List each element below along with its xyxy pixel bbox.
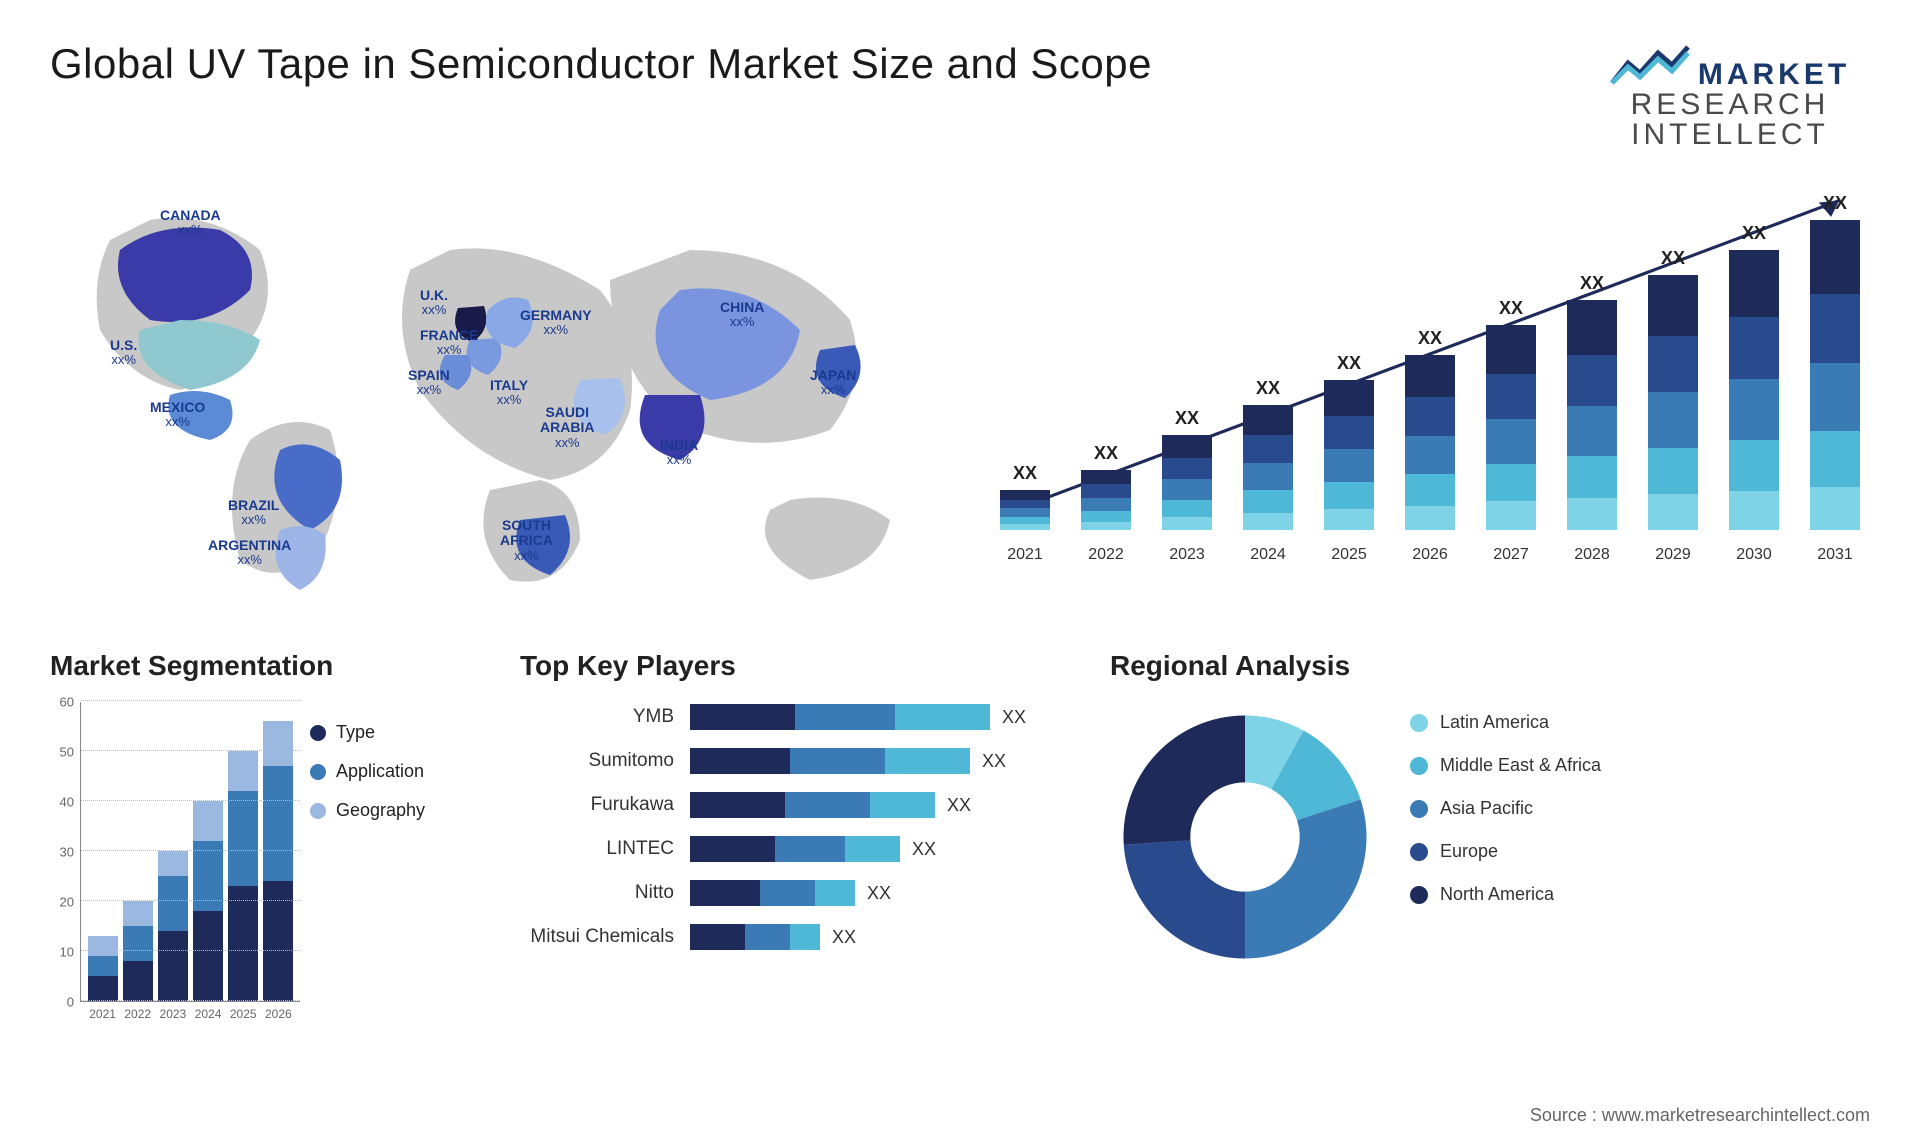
map-label-us: U.S.xx% xyxy=(110,338,137,368)
segmentation-panel: Market Segmentation 0102030405060 202120… xyxy=(50,650,490,1050)
seg-bar-2022: 2022 xyxy=(123,901,153,1001)
player-row-lintec: LINTECXX xyxy=(520,834,1080,864)
forecast-bar-2021: XX xyxy=(1000,463,1050,530)
seg-legend-type: Type xyxy=(310,722,425,743)
map-label-saudiarabia: SAUDIARABIAxx% xyxy=(540,405,594,450)
map-label-brazil: BRAZILxx% xyxy=(228,498,279,528)
forecast-year-2031: 2031 xyxy=(1810,546,1860,564)
player-row-mitsuichemicals: Mitsui ChemicalsXX xyxy=(520,922,1080,952)
forecast-bar-2025: XX xyxy=(1324,353,1374,530)
forecast-year-2022: 2022 xyxy=(1081,546,1131,564)
logo-text-1: MARKET xyxy=(1698,60,1850,90)
donut-slice-asiapacific xyxy=(1245,799,1367,958)
seg-bar-2023: 2023 xyxy=(158,851,188,1001)
forecast-bar-2030: XX xyxy=(1729,223,1779,530)
logo-text-2: RESEARCH xyxy=(1590,90,1870,120)
segmentation-title: Market Segmentation xyxy=(50,650,490,682)
players-title: Top Key Players xyxy=(520,650,1080,682)
forecast-year-2027: 2027 xyxy=(1486,546,1536,564)
donut-slice-northamerica xyxy=(1124,716,1246,845)
players-panel: Top Key Players YMBXX SumitomoXX FurukawaX… xyxy=(520,650,1080,1050)
map-label-france: FRANCExx% xyxy=(420,328,478,358)
map-label-india: INDIAxx% xyxy=(660,438,698,468)
regional-donut-chart xyxy=(1110,702,1380,972)
forecast-year-2028: 2028 xyxy=(1567,546,1617,564)
forecast-bar-2024: XX xyxy=(1243,378,1293,530)
donut-slice-europe xyxy=(1124,840,1245,958)
player-row-nitto: NittoXX xyxy=(520,878,1080,908)
map-label-spain: SPAINxx% xyxy=(408,368,450,398)
seg-bar-2021: 2021 xyxy=(88,936,118,1001)
page-title: Global UV Tape in Semiconductor Market S… xyxy=(50,40,1152,88)
forecast-year-2029: 2029 xyxy=(1648,546,1698,564)
regional-legend-latinamerica: Latin America xyxy=(1410,712,1870,733)
map-label-japan: JAPANxx% xyxy=(810,368,856,398)
regional-legend-middleeastafrica: Middle East & Africa xyxy=(1410,755,1870,776)
forecast-bar-2022: XX xyxy=(1081,443,1131,530)
forecast-bar-2029: XX xyxy=(1648,248,1698,530)
seg-bar-2024: 2024 xyxy=(193,801,223,1001)
forecast-year-2024: 2024 xyxy=(1243,546,1293,564)
seg-legend-geography: Geography xyxy=(310,800,425,821)
logo-text-3: INTELLECT xyxy=(1590,120,1870,150)
player-row-ymb: YMBXX xyxy=(520,702,1080,732)
seg-legend-application: Application xyxy=(310,761,425,782)
forecast-year-2023: 2023 xyxy=(1162,546,1212,564)
forecast-chart-panel: XXXXXXXXXXXXXXXXXXXXXX 20212022202320242… xyxy=(990,180,1870,610)
map-label-germany: GERMANYxx% xyxy=(520,308,592,338)
forecast-year-2026: 2026 xyxy=(1405,546,1455,564)
forecast-bar-2031: XX xyxy=(1810,193,1860,530)
map-label-southafrica: SOUTHAFRICAxx% xyxy=(500,518,553,563)
map-label-canada: CANADAxx% xyxy=(160,208,221,238)
forecast-year-2025: 2025 xyxy=(1324,546,1374,564)
map-label-china: CHINAxx% xyxy=(720,300,764,330)
forecast-bar-2023: XX xyxy=(1162,408,1212,530)
logo-mark-icon xyxy=(1610,40,1690,90)
world-map-panel: CANADAxx% U.S.xx% MEXICOxx% BRAZILxx% ARGENT… xyxy=(50,180,950,610)
regional-title: Regional Analysis xyxy=(1110,650,1870,682)
forecast-bar-2028: XX xyxy=(1567,273,1617,530)
regional-panel: Regional Analysis Latin America Middle Ea… xyxy=(1110,650,1870,1050)
map-label-italy: ITALYxx% xyxy=(490,378,528,408)
forecast-bar-2027: XX xyxy=(1486,298,1536,530)
regional-legend-europe: Europe xyxy=(1410,841,1870,862)
map-label-argentina: ARGENTINAxx% xyxy=(208,538,291,568)
seg-bar-2026: 2026 xyxy=(263,721,293,1001)
regional-legend-asiapacific: Asia Pacific xyxy=(1410,798,1870,819)
brand-logo: MARKET RESEARCH INTELLECT xyxy=(1590,40,1870,150)
player-row-furukawa: FurukawaXX xyxy=(520,790,1080,820)
forecast-year-2021: 2021 xyxy=(1000,546,1050,564)
source-text: Source : www.marketresearchintellect.com xyxy=(1530,1105,1870,1126)
seg-bar-2025: 2025 xyxy=(228,751,258,1001)
forecast-bar-2026: XX xyxy=(1405,328,1455,530)
map-label-mexico: MEXICOxx% xyxy=(150,400,205,430)
player-row-sumitomo: SumitomoXX xyxy=(520,746,1080,776)
map-label-uk: U.K.xx% xyxy=(420,288,448,318)
regional-legend-northamerica: North America xyxy=(1410,884,1870,905)
forecast-year-2030: 2030 xyxy=(1729,546,1779,564)
